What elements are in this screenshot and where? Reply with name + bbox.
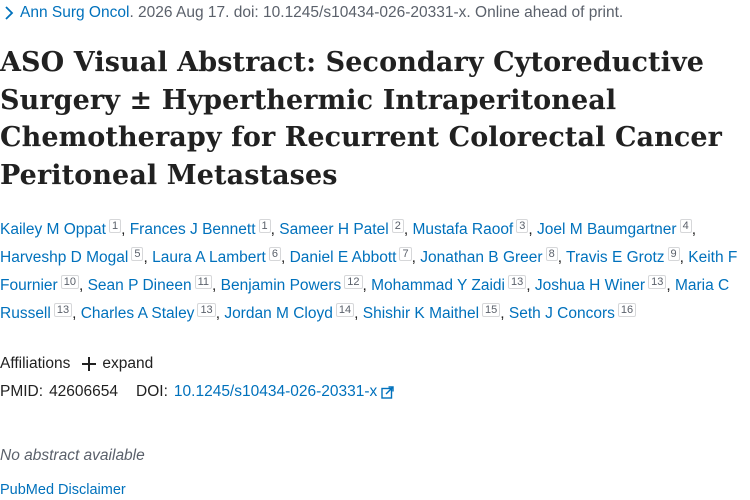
affiliation-number-link[interactable]: 13 xyxy=(507,275,527,289)
affiliations-row: Affiliations expand xyxy=(0,355,153,373)
author-link[interactable]: Charles A Staley xyxy=(80,305,195,322)
author-link[interactable]: Jordan M Cloyd xyxy=(224,305,333,322)
affiliation-number-link[interactable]: 2 xyxy=(391,219,404,233)
author-separator: , xyxy=(121,221,130,238)
affiliations-expand-button[interactable]: expand xyxy=(82,355,153,373)
author-link[interactable]: Joel M Baumgartner xyxy=(537,221,677,238)
chevron-right-icon[interactable] xyxy=(2,4,16,22)
author-link[interactable]: Benjamin Powers xyxy=(220,277,342,294)
no-abstract-text: No abstract available xyxy=(0,447,145,464)
affiliation-number-link[interactable]: 13 xyxy=(53,303,73,317)
author-link[interactable]: Sean P Dineen xyxy=(87,277,192,294)
author-link[interactable]: Maria C Russell xyxy=(0,277,730,322)
author-link[interactable]: Seth J Concors xyxy=(508,305,615,322)
author-separator: , xyxy=(500,305,509,322)
pmid-value: 42606654 xyxy=(49,383,119,400)
affiliation-number-link[interactable]: 14 xyxy=(335,303,355,317)
affiliation-number-link[interactable]: 12 xyxy=(344,275,363,289)
affiliation-number-link[interactable]: 8 xyxy=(545,247,558,261)
author-separator: , xyxy=(72,305,81,322)
author-separator: , xyxy=(212,277,221,294)
author-link[interactable]: Travis E Grotz xyxy=(566,249,665,266)
affiliation-number-link[interactable]: 3 xyxy=(516,219,529,233)
author-link[interactable]: Joshua H Winer xyxy=(534,277,646,294)
affiliation-number-link[interactable]: 10 xyxy=(60,275,79,289)
citation-details: . 2026 Aug 17. doi: 10.1245/s10434-026-2… xyxy=(129,4,624,21)
author-separator: , xyxy=(411,249,421,266)
author-separator: , xyxy=(528,221,537,238)
affiliation-number-link[interactable]: 1 xyxy=(108,219,122,233)
author-link[interactable]: Sameer H Patel xyxy=(279,221,389,238)
author-separator: , xyxy=(280,249,290,266)
expand-label: expand xyxy=(102,355,154,372)
affiliation-number-link[interactable]: 13 xyxy=(648,275,667,289)
plus-icon xyxy=(82,357,97,371)
author-link[interactable]: Kailey M Oppat xyxy=(0,221,106,238)
affiliation-number-link[interactable]: 7 xyxy=(399,247,412,261)
affiliation-number-link[interactable]: 9 xyxy=(667,247,680,261)
citation-line: Ann Surg Oncol . 2026 Aug 17. doi: 10.12… xyxy=(2,4,623,22)
affiliation-number-link[interactable]: 13 xyxy=(197,303,216,317)
external-link-icon[interactable] xyxy=(381,385,394,399)
author-separator: , xyxy=(557,249,567,266)
doi-label: DOI: xyxy=(136,383,168,400)
doi-link[interactable]: 10.1245/s10434-026-20331-x xyxy=(173,383,378,400)
author-separator: , xyxy=(679,249,689,266)
author-link[interactable]: Daniel E Abbott xyxy=(289,249,397,266)
affiliation-number-link[interactable]: 15 xyxy=(482,303,501,317)
pubmed-disclaimer-link[interactable]: PubMed Disclaimer xyxy=(0,482,126,498)
author-separator: , xyxy=(215,305,225,322)
author-link[interactable]: Shishir K Maithel xyxy=(362,305,480,322)
author-separator: , xyxy=(143,249,153,266)
affiliation-number-link[interactable]: 4 xyxy=(679,219,692,233)
affiliation-number-link[interactable]: 1 xyxy=(258,219,271,233)
author-separator: , xyxy=(666,277,675,294)
affiliation-number-link[interactable]: 11 xyxy=(194,275,213,289)
journal-link[interactable]: Ann Surg Oncol xyxy=(20,4,130,21)
author-link[interactable]: Harveshp D Mogal xyxy=(0,249,129,266)
author-link[interactable]: Laura A Lambert xyxy=(152,249,266,266)
authors-list: Kailey M Oppat 1, Frances J Bennett 1, Sam… xyxy=(0,214,745,326)
author-link[interactable]: Mohammad Y Zaidi xyxy=(371,277,505,294)
affiliation-number-link[interactable]: 6 xyxy=(268,247,281,261)
identifiers-row: PMID: 42606654 DOI: 10.1245/s10434-026-2… xyxy=(0,383,394,401)
author-link[interactable]: Frances J Bennett xyxy=(129,221,256,238)
author-separator: , xyxy=(354,305,363,322)
author-separator: , xyxy=(403,221,413,238)
author-link[interactable]: Jonathan B Greer xyxy=(420,249,543,266)
article-title: ASO Visual Abstract: Secondary Cytoreduc… xyxy=(0,47,722,191)
affiliations-label: Affiliations xyxy=(0,355,71,372)
author-separator: , xyxy=(270,221,280,238)
author-link[interactable]: Keith F Fournier xyxy=(0,249,738,294)
pmid-label: PMID: xyxy=(0,383,44,400)
affiliation-number-link[interactable]: 16 xyxy=(617,303,637,317)
author-link[interactable]: Mustafa Raoof xyxy=(412,221,514,238)
author-separator: , xyxy=(526,277,535,294)
affiliation-number-link[interactable]: 5 xyxy=(131,247,144,261)
author-separator: , xyxy=(691,221,696,238)
author-separator: , xyxy=(362,277,372,294)
author-separator: , xyxy=(78,277,88,294)
